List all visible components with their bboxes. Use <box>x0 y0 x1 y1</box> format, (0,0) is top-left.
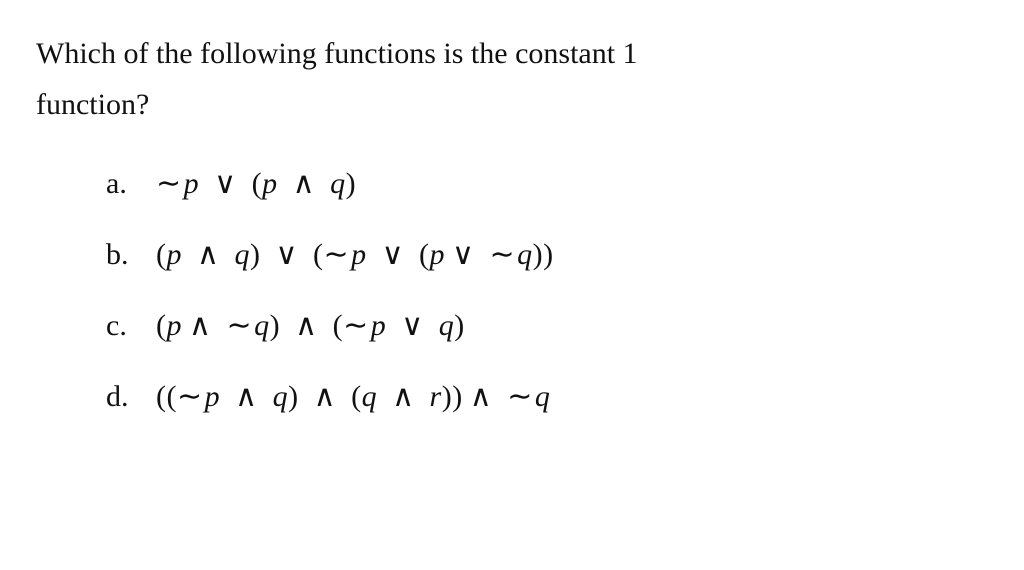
and-symbol: ∧ <box>235 379 257 414</box>
and-symbol: ∧ <box>293 166 315 201</box>
rparen: ) <box>270 309 281 342</box>
var-p: p <box>205 380 221 413</box>
not-symbol: ∼ <box>323 237 349 272</box>
var-q: q <box>535 380 551 413</box>
var-q: q <box>439 309 455 342</box>
var-p: p <box>167 238 183 271</box>
or-symbol: ∨ <box>275 237 297 272</box>
not-symbol: ∼ <box>507 379 533 414</box>
or-symbol: ∨ <box>401 308 423 343</box>
rparen: ) <box>288 380 299 413</box>
lparen: ( <box>156 309 167 342</box>
option-c: c. (p∧ ∼q) ∧ (∼p ∨ q) <box>106 308 988 343</box>
not-symbol: ∼ <box>490 237 516 272</box>
rparen: ) <box>543 238 554 271</box>
rparen: ) <box>250 238 261 271</box>
lparen: ( <box>252 167 263 200</box>
var-q: q <box>330 167 346 200</box>
lparen: ( <box>167 380 178 413</box>
rparen: ) <box>346 167 357 200</box>
not-symbol: ∼ <box>343 308 369 343</box>
and-symbol: ∧ <box>470 379 492 414</box>
lparen: ( <box>156 238 167 271</box>
lparen: ( <box>351 380 362 413</box>
option-b-expr: (p ∧ q) ∨ (∼p ∨ (p∨ ∼q)) <box>156 237 554 272</box>
option-a-letter: a. <box>106 167 156 201</box>
option-d-expr: ((∼p ∧ q) ∧ (q ∧ r))∧ ∼q <box>156 379 550 414</box>
rparen: ) <box>533 238 544 271</box>
option-a-expr: ∼p ∨ (p ∧ q) <box>156 166 356 201</box>
var-q: q <box>234 238 250 271</box>
or-symbol: ∨ <box>452 237 474 272</box>
var-q: q <box>362 380 378 413</box>
question-line-2: function? <box>36 88 149 121</box>
var-p: p <box>167 309 183 342</box>
var-p: p <box>351 238 367 271</box>
rparen: ) <box>452 380 463 413</box>
rparen: ) <box>442 380 453 413</box>
not-symbol: ∼ <box>156 166 182 201</box>
var-p: p <box>262 167 278 200</box>
var-q: q <box>273 380 289 413</box>
var-p: p <box>430 238 446 271</box>
and-symbol: ∧ <box>189 308 211 343</box>
lparen: ( <box>156 380 167 413</box>
not-symbol: ∼ <box>177 379 203 414</box>
option-d-letter: d. <box>106 380 156 414</box>
or-symbol: ∨ <box>382 237 404 272</box>
not-symbol: ∼ <box>226 308 252 343</box>
lparen: ( <box>419 238 430 271</box>
var-p: p <box>184 167 200 200</box>
option-b: b. (p ∧ q) ∨ (∼p ∨ (p∨ ∼q)) <box>106 237 988 272</box>
var-r: r <box>430 380 442 413</box>
option-c-expr: (p∧ ∼q) ∧ (∼p ∨ q) <box>156 308 465 343</box>
var-p: p <box>371 309 387 342</box>
option-c-letter: c. <box>106 309 156 343</box>
lparen: ( <box>333 309 344 342</box>
and-symbol: ∧ <box>392 379 414 414</box>
option-d: d. ((∼p ∧ q) ∧ (q ∧ r))∧ ∼q <box>106 379 988 414</box>
lparen: ( <box>313 238 324 271</box>
option-b-letter: b. <box>106 238 156 272</box>
option-a: a. ∼p ∨ (p ∧ q) <box>106 166 988 201</box>
and-symbol: ∧ <box>314 379 336 414</box>
and-symbol: ∧ <box>295 308 317 343</box>
var-q: q <box>517 238 533 271</box>
rparen: ) <box>454 309 465 342</box>
var-q: q <box>254 309 270 342</box>
options-list: a. ∼p ∨ (p ∧ q) b. (p ∧ q) ∨ (∼p ∨ (p∨ ∼… <box>36 166 988 414</box>
and-symbol: ∧ <box>197 237 219 272</box>
question-text: Which of the following functions is the … <box>36 28 988 130</box>
or-symbol: ∨ <box>214 166 236 201</box>
question-line-1: Which of the following functions is the … <box>36 37 638 70</box>
